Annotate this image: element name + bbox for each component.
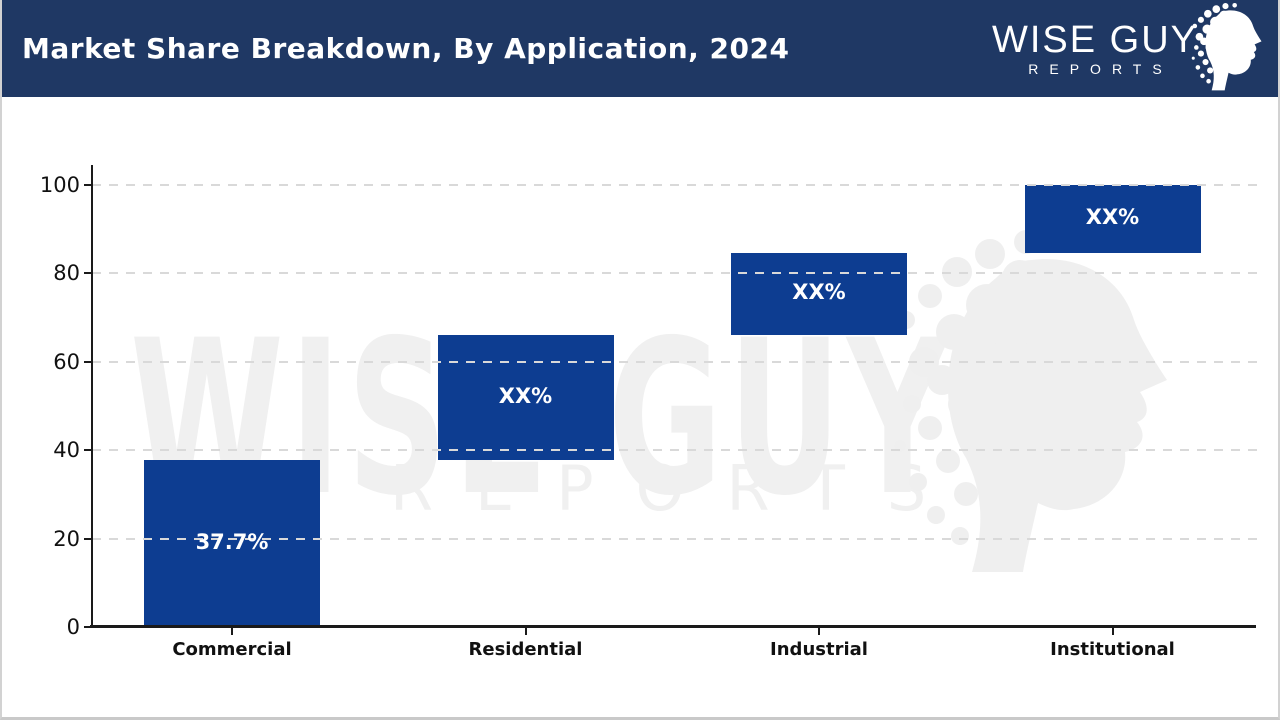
x-tick-mark — [524, 627, 527, 635]
brand-subname: REPORTS — [1028, 60, 1173, 77]
gridline-100 — [92, 184, 1260, 186]
gridline-60 — [92, 360, 1260, 363]
watermark-text-reports: REPORTS — [390, 452, 969, 525]
bar-residential — [437, 335, 614, 461]
x-tick-mark — [1111, 627, 1114, 635]
bar-value-label: XX% — [498, 383, 553, 408]
brand-name: WISE GUY — [991, 18, 1198, 61]
gridline-40 — [92, 449, 1260, 452]
category-label-commercial: Commercial — [172, 639, 292, 660]
bar-institutional — [1024, 185, 1201, 253]
y-axis-line — [91, 165, 93, 628]
brand-logo: WISE GUY REPORTS — [992, 0, 1270, 97]
y-tick-mark — [84, 626, 91, 628]
page-title: Market Share Breakdown, By Application, … — [22, 32, 790, 65]
x-tick-mark — [231, 627, 233, 635]
y-tick-label: 60 — [53, 349, 80, 374]
bar-industrial — [731, 252, 907, 336]
y-tick-mark — [84, 272, 91, 275]
y-tick-label: 100 — [39, 173, 80, 197]
category-label-industrial: Industrial — [770, 639, 868, 660]
y-tick-label: 20 — [53, 526, 80, 551]
bar-value-label: 37.7% — [195, 529, 269, 554]
gridline-80 — [92, 272, 1260, 275]
x-axis-line — [90, 625, 1256, 628]
gridline-20 — [92, 537, 1260, 540]
bar-commercial — [144, 460, 320, 627]
y-tick-mark — [84, 184, 91, 186]
bar-value-label: XX% — [1085, 204, 1140, 229]
header-bar: Market Share Breakdown, By Application, … — [2, 0, 1278, 97]
y-tick-label: 40 — [53, 438, 80, 463]
y-tick-mark — [84, 449, 91, 452]
x-tick-mark — [818, 627, 820, 635]
y-tick-mark — [84, 537, 91, 540]
dotted-head-icon — [1191, 2, 1262, 90]
y-tick-label: 80 — [53, 261, 80, 286]
y-tick-mark — [84, 360, 91, 363]
watermark-dotted-head-icon — [894, 230, 1167, 572]
y-tick-label: 0 — [66, 615, 80, 639]
brand-logo-text: WISE GUY REPORTS — [992, 20, 1198, 78]
category-label-institutional: Institutional — [1050, 639, 1175, 660]
category-label-residential: Residential — [468, 639, 583, 660]
bar-value-label: XX% — [792, 279, 846, 304]
